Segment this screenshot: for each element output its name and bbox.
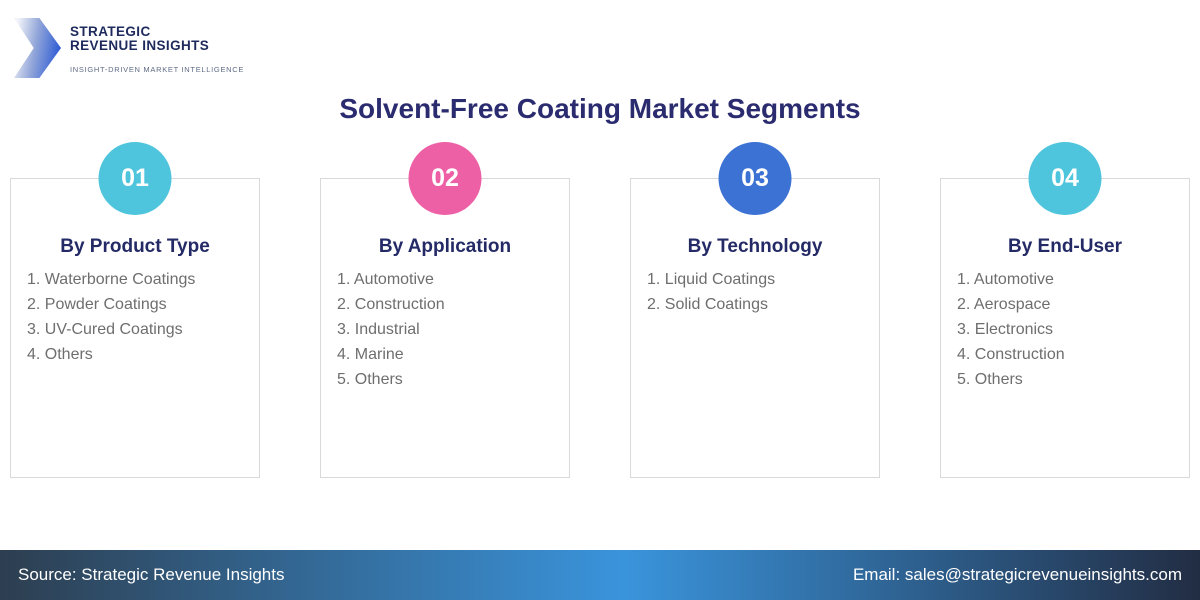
card-heading: By Product Type [60, 236, 210, 257]
list-item: 1. Liquid Coatings [647, 271, 776, 288]
badge-circle-4: 04 [1028, 142, 1102, 215]
list-item: 2. Aerospace [957, 296, 1051, 313]
card-heading: By End-User [1007, 236, 1123, 257]
right-chevron-icon [14, 18, 61, 78]
list-item: 1. Waterborne Coatings [27, 271, 196, 288]
badge-circle-3: 03 [718, 142, 792, 215]
logo: STRATEGIC REVENUE INSIGHTS INSIGHT-DRIVE… [14, 18, 244, 78]
list-item: 2. Solid Coatings [647, 296, 768, 313]
footer-bar: Source: Strategic Revenue Insights Email… [0, 550, 1200, 600]
card-by-application: 02 By Application 1. Automotive 2. Const… [320, 142, 570, 478]
card-list: 1. Liquid Coatings 2. Solid Coatings [631, 267, 879, 317]
list-item: 2. Construction [337, 296, 445, 313]
list-item: 3. Electronics [957, 321, 1054, 338]
logo-text: STRATEGIC REVENUE INSIGHTS INSIGHT-DRIVE… [70, 18, 245, 75]
list-item: 4. Construction [957, 346, 1065, 363]
card-heading: By Technology [687, 236, 823, 257]
logo-line-1: STRATEGIC [70, 24, 151, 39]
badge-circle-1: 01 [98, 142, 172, 215]
badge-circle-2: 02 [408, 142, 482, 215]
list-item: 4. Marine [337, 346, 404, 363]
list-item: 2. Powder Coatings [27, 296, 167, 313]
list-item: 4. Others [27, 346, 93, 363]
card-by-end-user: 04 By End-User 1. Automotive 2. Aerospac… [940, 142, 1190, 478]
list-item: 5. Others [957, 371, 1023, 388]
list-item: 3. Industrial [337, 321, 420, 338]
logo-line-2: REVENUE INSIGHTS [70, 38, 210, 53]
footer-email: Email: sales@strategicrevenueinsights.co… [852, 565, 1182, 584]
card-list: 1. Waterborne Coatings 2. Powder Coating… [11, 267, 259, 367]
list-item: 1. Automotive [957, 271, 1054, 288]
footer-source: Source: Strategic Revenue Insights [18, 565, 285, 584]
list-item: 1. Automotive [337, 271, 434, 288]
page-title: Solvent-Free Coating Market Segments [339, 93, 861, 124]
list-item: 5. Others [337, 371, 403, 388]
card-heading: By Application [378, 236, 512, 257]
card-list: 1. Automotive 2. Construction 3. Industr… [321, 267, 569, 392]
card-by-product-type: 01 By Product Type 1. Waterborne Coating… [10, 142, 260, 478]
list-item: 3. UV-Cured Coatings [27, 321, 183, 338]
logo-tagline: INSIGHT-DRIVEN MARKET INTELLIGENCE [70, 65, 245, 74]
card-by-technology: 03 By Technology 1. Liquid Coatings 2. S… [630, 142, 880, 478]
card-list: 1. Automotive 2. Aerospace 3. Electronic… [941, 267, 1189, 392]
